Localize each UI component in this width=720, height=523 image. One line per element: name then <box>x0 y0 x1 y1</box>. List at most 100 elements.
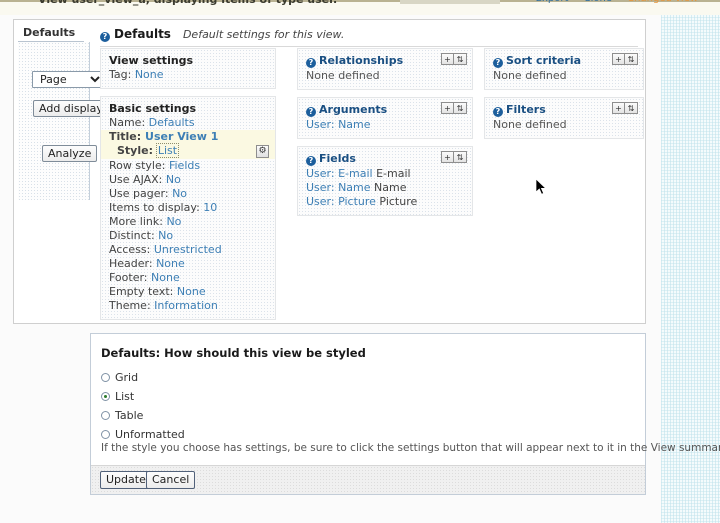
row-style-value-link[interactable]: Fields <box>168 159 201 172</box>
style-option-list-label: List <box>115 390 135 403</box>
row-style-label: Row style: <box>109 159 166 172</box>
rearrange-icon[interactable]: ⇅ <box>454 151 467 163</box>
relationships-controls: + ⇅ <box>441 53 467 65</box>
basic-row-use-ajax: Use AJAX: No <box>109 173 269 187</box>
help-icon[interactable]: ? <box>493 58 503 68</box>
tag-label: Tag: <box>109 68 132 81</box>
toolbar-tab-remnant <box>400 0 500 4</box>
summary-title: Defaults <box>114 27 171 41</box>
fields-controls: + ⇅ <box>441 151 467 163</box>
basic-row-footer: Footer: None <box>109 271 269 285</box>
help-icon[interactable]: ? <box>306 156 316 166</box>
help-icon[interactable]: ? <box>306 58 316 68</box>
radio-icon-selected[interactable] <box>101 392 110 401</box>
summary-column-left: View settings Tag: None Basic settings N… <box>100 48 276 327</box>
more-link-label: More link: <box>109 215 163 228</box>
sidebar-tab-defaults[interactable]: Defaults <box>18 24 84 42</box>
view-action-links: Export Clone Changed view <box>524 0 698 4</box>
field-source-link[interactable]: User: E-mail <box>306 167 373 180</box>
basic-row-style: Style: List ⚙ <box>101 143 275 159</box>
style-option-unformatted[interactable]: Unformatted <box>101 428 185 441</box>
analyze-button[interactable]: Analyze <box>42 145 98 162</box>
plus-icon[interactable]: + <box>612 102 625 114</box>
plus-icon[interactable]: + <box>441 151 454 163</box>
summary-column-middle: ? Relationships + ⇅ None defined ? Argumen… <box>297 48 473 223</box>
rearrange-icon[interactable]: ⇅ <box>454 102 467 114</box>
plus-icon[interactable]: + <box>612 53 625 65</box>
filters-box: ? Filters + ⇅ None defined <box>484 97 644 139</box>
argument-link[interactable]: User: Name <box>306 118 371 131</box>
help-icon[interactable]: ? <box>100 32 110 42</box>
rearrange-icon[interactable]: ⇅ <box>454 53 467 65</box>
header-value-link[interactable]: None <box>156 257 185 270</box>
empty-text-value-link[interactable]: None <box>176 285 206 298</box>
sort-criteria-title-text[interactable]: Sort criteria <box>506 54 582 67</box>
toolbar-divider <box>0 0 720 2</box>
footer-label: Footer: <box>109 271 148 284</box>
use-ajax-value-link[interactable]: No <box>165 173 181 186</box>
plus-icon[interactable]: + <box>441 53 454 65</box>
view-title-text: View user_view_a, displaying items of ty… <box>38 0 337 6</box>
help-icon[interactable]: ? <box>306 107 316 117</box>
title-label: Title: <box>109 130 142 143</box>
name-value-link[interactable]: Defaults <box>148 116 195 129</box>
gear-icon[interactable]: ⚙ <box>256 145 269 158</box>
field-label-text: Name <box>374 181 407 194</box>
theme-label: Theme: <box>109 299 151 312</box>
relationships-title: ? Relationships <box>306 54 466 68</box>
clone-link[interactable]: Clone <box>584 0 612 4</box>
more-link-value-link[interactable]: No <box>166 215 182 228</box>
sort-criteria-row-0: None defined <box>493 69 567 82</box>
use-ajax-label: Use AJAX: <box>109 173 163 186</box>
items-to-display-label: Items to display: <box>109 201 200 214</box>
export-link[interactable]: Export <box>536 0 569 4</box>
changed-view-link[interactable]: Changed view <box>627 0 698 4</box>
access-value-link[interactable]: Unrestricted <box>153 243 222 256</box>
plus-icon[interactable]: + <box>441 102 454 114</box>
footer-value-link[interactable]: None <box>151 271 180 284</box>
radio-icon[interactable] <box>101 430 110 439</box>
header-label: Header: <box>109 257 153 270</box>
view-settings-title: View settings <box>109 54 194 67</box>
basic-row-distinct: Distinct: No <box>109 229 269 243</box>
field-row-picture: User: Picture Picture <box>306 195 466 209</box>
arguments-title-text[interactable]: Arguments <box>319 103 388 116</box>
use-pager-label: Use pager: <box>109 187 169 200</box>
field-label-text: Picture <box>379 195 418 208</box>
top-toolbar-strip: View user_view_a, displaying items of ty… <box>0 0 720 15</box>
update-button[interactable]: Update <box>100 471 152 489</box>
items-to-display-value-link[interactable]: 10 <box>203 201 218 214</box>
title-value-link[interactable]: User View 1 <box>145 130 219 143</box>
distinct-value-link[interactable]: No <box>158 229 174 242</box>
fields-title-text[interactable]: Fields <box>319 152 356 165</box>
radio-icon[interactable] <box>101 373 110 382</box>
style-settings-title: Defaults: How should this view be styled <box>101 346 366 360</box>
use-pager-value-link[interactable]: No <box>172 187 188 200</box>
sort-criteria-controls: + ⇅ <box>612 53 638 65</box>
rearrange-icon[interactable]: ⇅ <box>625 53 638 65</box>
basic-row-empty-text: Empty text: None <box>109 285 269 299</box>
style-option-grid[interactable]: Grid <box>101 371 138 384</box>
basic-row-header: Header: None <box>109 257 269 271</box>
add-display-button[interactable]: Add display <box>33 100 109 117</box>
style-option-table-label: Table <box>115 409 144 422</box>
style-option-table[interactable]: Table <box>101 409 143 422</box>
field-source-link[interactable]: User: Name <box>306 181 371 194</box>
add-display-select[interactable]: Page <box>32 71 104 88</box>
field-source-link[interactable]: User: Picture <box>306 195 376 208</box>
summary-header: ? Defaults Default settings for this view. <box>100 27 638 47</box>
theme-value-link[interactable]: Information <box>154 299 218 312</box>
filters-title-text[interactable]: Filters <box>506 103 546 116</box>
rearrange-icon[interactable]: ⇅ <box>625 102 638 114</box>
relationships-title-text[interactable]: Relationships <box>319 54 404 67</box>
style-value-link[interactable]: List <box>155 143 180 158</box>
tag-value-link[interactable]: None <box>134 68 164 81</box>
cancel-button[interactable]: Cancel <box>146 471 196 489</box>
help-icon[interactable]: ? <box>493 107 503 117</box>
style-option-list[interactable]: List <box>101 390 134 403</box>
arguments-box: ? Arguments + ⇅ User: Name <box>297 97 473 139</box>
right-background-texture <box>661 15 720 523</box>
field-row-email: User: E-mail E-mail <box>306 167 466 181</box>
radio-icon[interactable] <box>101 411 110 420</box>
style-label: Style: <box>117 144 153 157</box>
